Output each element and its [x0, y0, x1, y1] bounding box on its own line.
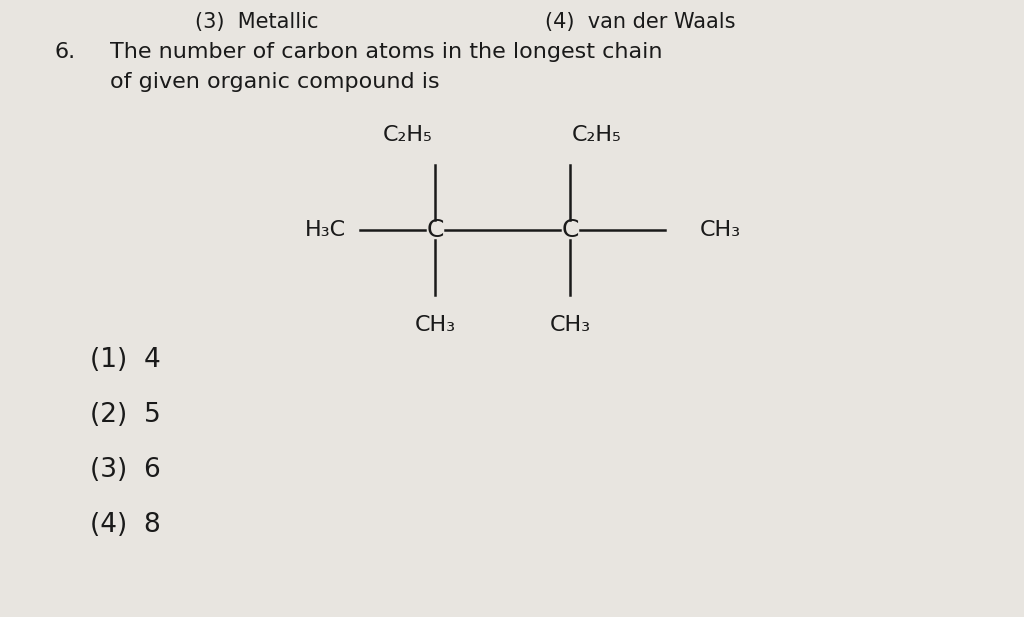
Text: (3)  Metallic: (3) Metallic — [195, 12, 318, 32]
Text: CH₃: CH₃ — [415, 315, 456, 335]
Text: CH₃: CH₃ — [700, 220, 741, 240]
Text: of given organic compound is: of given organic compound is — [110, 72, 439, 92]
Text: CH₃: CH₃ — [550, 315, 591, 335]
Text: C: C — [561, 218, 579, 242]
Text: C: C — [426, 218, 443, 242]
Text: (4)  8: (4) 8 — [90, 512, 161, 538]
Text: (2)  5: (2) 5 — [90, 402, 161, 428]
Text: C₂H₅: C₂H₅ — [383, 125, 433, 145]
Text: (1)  4: (1) 4 — [90, 347, 161, 373]
Text: The number of carbon atoms in the longest chain: The number of carbon atoms in the longes… — [110, 42, 663, 62]
Text: (3)  6: (3) 6 — [90, 457, 161, 483]
Text: (4)  van der Waals: (4) van der Waals — [545, 12, 735, 32]
Text: H₃C: H₃C — [305, 220, 346, 240]
Text: C₂H₅: C₂H₅ — [572, 125, 622, 145]
Text: 6.: 6. — [55, 42, 76, 62]
